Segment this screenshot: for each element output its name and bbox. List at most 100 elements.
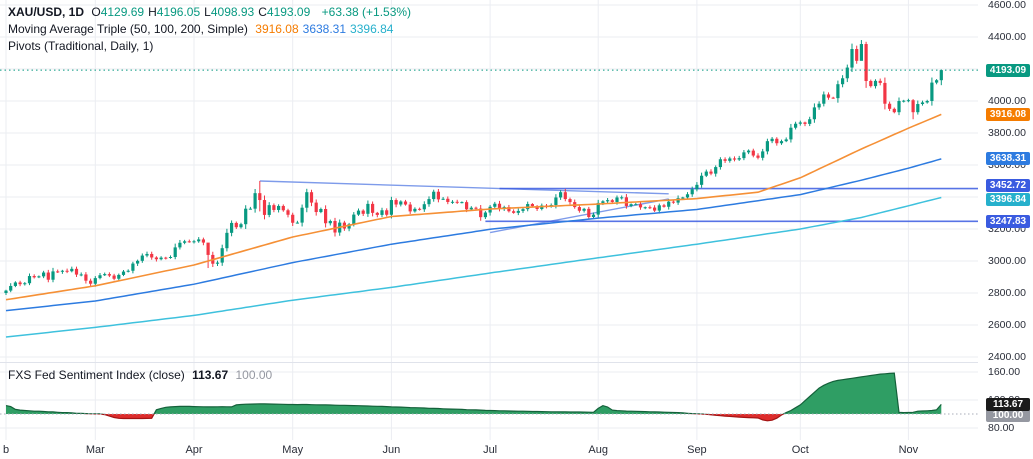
candle-body [888, 103, 892, 109]
ma-legend-row[interactable]: Moving Average Triple (50, 100, 200, Sim… [8, 22, 401, 36]
candle-body [516, 210, 520, 213]
sentiment-axis-badge: 100.00 [986, 409, 1030, 422]
candle-body [629, 204, 633, 206]
sentiment-legend-row[interactable]: FXS Fed Sentiment Index (close) 113.67 1… [8, 368, 276, 382]
time-axis[interactable]: b Mar Apr May Jun Jul Aug Sep Oct Nov [0, 440, 1033, 459]
time-axis-month-label[interactable]: Apr [185, 444, 203, 456]
ma-value: 3638.31 [302, 22, 347, 36]
candle-body [460, 202, 464, 204]
trendline[interactable] [259, 180, 669, 195]
sentiment-line-positive [5, 372, 942, 414]
candle-body [56, 271, 60, 273]
candle-body [812, 107, 816, 120]
sentiment-tick-label: 80.00 [988, 422, 1015, 434]
candle-body [9, 285, 13, 291]
candle-body [239, 224, 243, 228]
candle-body [258, 193, 262, 201]
candle-body [878, 80, 882, 83]
candle-body [220, 248, 224, 263]
time-axis-month-label[interactable]: Mar [85, 444, 105, 456]
candle-body [521, 209, 525, 211]
ma100-line[interactable] [5, 158, 942, 312]
candle-body [681, 197, 685, 199]
candle-body [873, 80, 878, 87]
sentiment-value: 113.67 [192, 368, 229, 382]
time-axis-month-label[interactable]: b [2, 444, 10, 456]
candle-body [403, 201, 408, 205]
candle-body [559, 192, 563, 198]
candle-body [582, 208, 586, 211]
price-tick-label: 2800.00 [988, 287, 1026, 299]
candle-body [563, 192, 567, 200]
ma-indicator-title[interactable]: Moving Average Triple (50, 100, 200, Sim… [8, 22, 248, 36]
candle-body [493, 203, 497, 207]
candle-body [375, 212, 379, 215]
candle-body [667, 201, 671, 207]
candle-body [624, 197, 628, 206]
candle-body [394, 200, 398, 205]
time-axis-month-label[interactable]: Jul [483, 444, 498, 456]
price-axis[interactable]: 4600.004400.004200.004000.003800.003600.… [978, 0, 1033, 440]
candle-body [267, 205, 271, 215]
candle-body [831, 97, 835, 99]
candle-body [643, 207, 647, 209]
price-tick-label: 4400.00 [988, 31, 1026, 43]
candle-body [483, 212, 487, 218]
time-axis-month-label[interactable]: Nov [898, 444, 919, 456]
time-axis-month-label[interactable]: Jun [382, 444, 401, 456]
sentiment-chart-canvas[interactable] [0, 363, 978, 440]
candle-body [897, 101, 901, 113]
ohlc-key: L [204, 5, 211, 19]
candle-body [596, 202, 600, 215]
candle-body [131, 263, 135, 271]
trendline[interactable] [489, 198, 669, 234]
candle-body [183, 241, 187, 243]
symbol-legend-row[interactable]: XAU/USD, 1D O4129.69 H4196.05 L4098.93 C419… [8, 5, 415, 19]
sentiment-indicator-title[interactable]: FXS Fed Sentiment Index (close) [8, 368, 185, 382]
candle-body [356, 210, 361, 215]
candle-body [399, 201, 403, 205]
candles-layer[interactable] [4, 40, 943, 296]
candle-body [93, 278, 97, 284]
candle-body [906, 100, 910, 102]
price-axis-badge: 3396.84 [986, 193, 1030, 206]
ma50-line[interactable] [5, 113, 942, 301]
chart-plot-area[interactable] [0, 0, 978, 440]
ohlc-key: C [258, 5, 267, 19]
candle-body [732, 158, 737, 160]
candle-body [779, 141, 784, 144]
candle-body [380, 210, 384, 215]
candle-body [107, 274, 111, 276]
price-chart-canvas[interactable] [0, 0, 978, 363]
time-axis-month-label[interactable]: Sep [687, 444, 707, 456]
candle-body [845, 67, 849, 79]
time-axis-month-label[interactable]: May [282, 444, 304, 456]
panel-divider[interactable] [0, 362, 1033, 363]
price-tick-label: 2400.00 [988, 351, 1026, 363]
candle-body [371, 203, 375, 213]
candle-body [27, 276, 32, 284]
candle-body [742, 152, 746, 159]
price-axis-badge: 3638.31 [986, 152, 1030, 166]
price-tick-label: 3000.00 [988, 255, 1026, 267]
candle-body [347, 224, 351, 229]
candle-body [300, 207, 304, 223]
candle-body [215, 262, 220, 264]
candle-body [98, 275, 102, 279]
time-axis-month-label[interactable]: Aug [588, 444, 608, 456]
candle-body [84, 274, 88, 281]
candle-body [497, 203, 502, 209]
pivots-legend-row[interactable]: Pivots (Traditional, Daily, 1) [8, 39, 157, 53]
candle-body [192, 241, 196, 243]
time-axis-month-label[interactable]: Oct [791, 444, 809, 456]
candle-body [60, 270, 64, 272]
candle-body [4, 290, 8, 293]
ohlc-value: 4129.69 [100, 5, 145, 19]
candle-body [422, 204, 426, 210]
symbol-title[interactable]: XAU/USD, 1D [8, 5, 85, 19]
pivots-indicator-title[interactable]: Pivots (Traditional, Daily, 1) [8, 39, 154, 53]
candle-body [770, 138, 774, 142]
ma200-line[interactable] [5, 196, 942, 338]
candle-body [112, 275, 116, 279]
candle-body [136, 260, 140, 264]
